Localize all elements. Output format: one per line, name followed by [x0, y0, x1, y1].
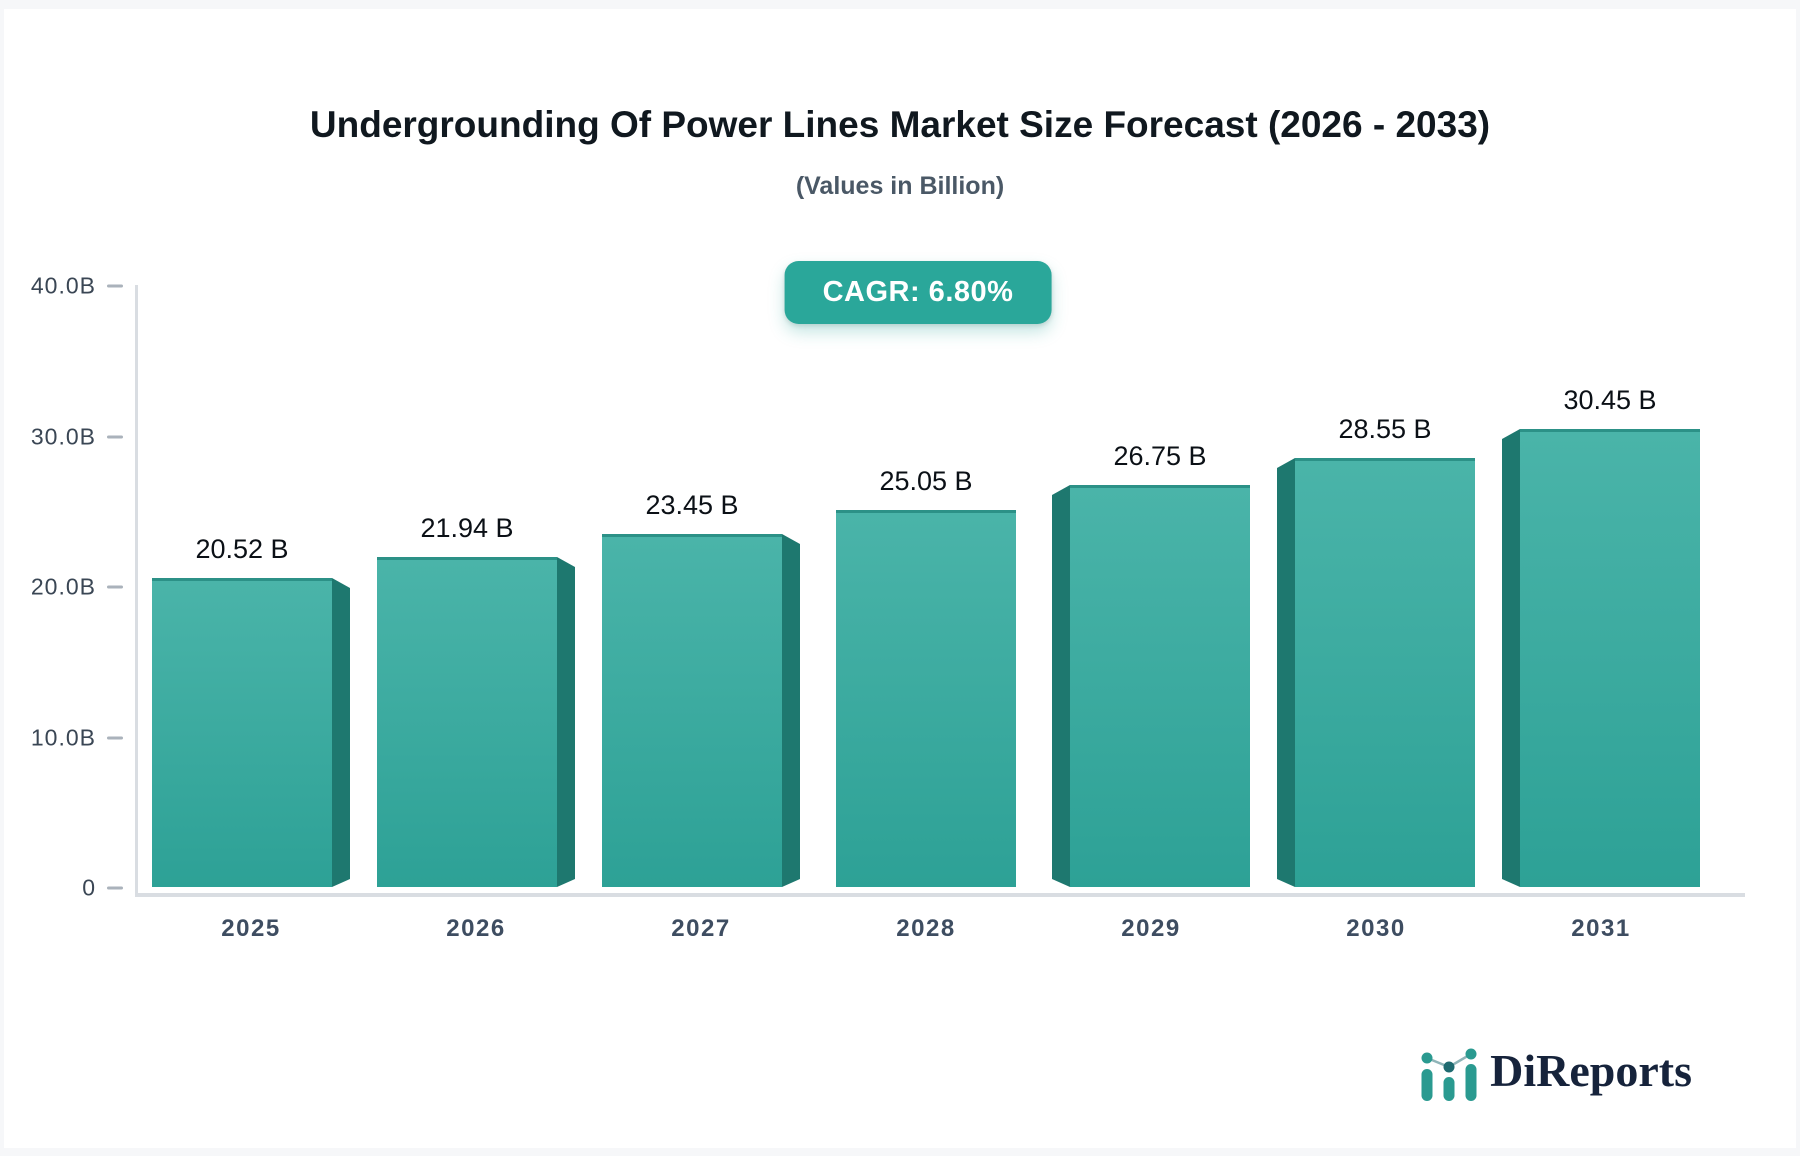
logo[interactable]: DiReports [1418, 1045, 1692, 1108]
y-tick-dash [107, 886, 123, 890]
bar-value-label: 26.75 B [1113, 441, 1207, 471]
y-tick-dash [107, 435, 123, 439]
bar-2025 [152, 578, 350, 887]
bar-face [1520, 429, 1700, 887]
y-tick-label: 0 [82, 874, 96, 901]
chart-title: Undergrounding Of Power Lines Market Siz… [309, 104, 1491, 145]
bar-side [332, 578, 350, 887]
bar-face [152, 578, 332, 887]
bar-side [1277, 458, 1295, 887]
bar-side [557, 557, 575, 887]
logo-text: DiReports [1490, 1045, 1692, 1096]
chart-card: Undergrounding Of Power Lines Market Siz… [4, 9, 1796, 1148]
y-tick-dash [107, 284, 123, 288]
bar-value-label: 25.05 B [879, 466, 973, 496]
x-tick-label: 2030 [1346, 915, 1406, 942]
x-tick-label: 2026 [446, 915, 506, 942]
bar-value-label: 23.45 B [645, 490, 739, 520]
y-axis-line [135, 285, 138, 897]
bar-side [1052, 485, 1070, 887]
y-tick-dash [107, 585, 123, 589]
y-tick-dash [107, 736, 123, 740]
y-tick-label: 10.0B [30, 724, 96, 751]
x-tick-label: 2028 [896, 915, 956, 942]
x-tick-label: 2027 [671, 915, 731, 942]
x-axis-line [135, 893, 1745, 897]
cagr-badge: CAGR: 6.80% [784, 261, 1052, 324]
bar-face [377, 557, 557, 887]
bar-2026 [377, 557, 575, 887]
bar-value-label: 21.94 B [420, 513, 514, 543]
bar-face [1070, 485, 1250, 887]
bar-face [836, 510, 1016, 887]
y-tick-label: 40.0B [30, 272, 96, 299]
bar-2028 [836, 510, 1016, 887]
bar-value-label: 28.55 B [1338, 414, 1432, 444]
y-tick-label: 30.0B [30, 423, 96, 450]
bar-2027 [602, 534, 800, 887]
x-tick-label: 2025 [221, 915, 281, 942]
bar-face [1295, 458, 1475, 887]
bar-side [782, 534, 800, 887]
bar-2029 [1052, 485, 1250, 887]
bar-value-label: 30.45 B [1563, 385, 1657, 415]
bar-value-label: 20.52 B [195, 534, 289, 564]
y-tick-label: 20.0B [30, 573, 96, 600]
bar-2030 [1277, 458, 1475, 887]
bar-face [602, 534, 782, 887]
chart-subtitle: (Values in Billion) [795, 172, 1005, 200]
x-tick-label: 2029 [1121, 915, 1181, 942]
bar-2031 [1502, 429, 1700, 887]
bar-chart-icon [1418, 1045, 1484, 1108]
x-tick-label: 2031 [1571, 915, 1631, 942]
bar-side [1502, 429, 1520, 887]
